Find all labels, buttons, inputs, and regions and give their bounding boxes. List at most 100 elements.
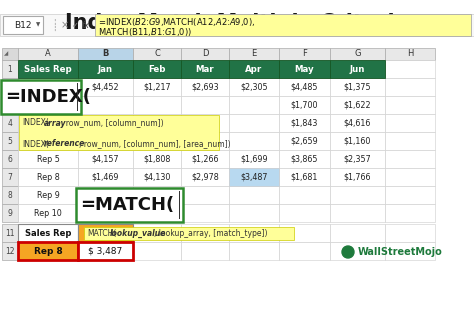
Text: B12: B12 bbox=[14, 20, 32, 30]
Bar bbox=[385, 186, 435, 204]
Bar bbox=[78, 224, 133, 242]
Bar bbox=[77, 83, 79, 111]
Text: Feb: Feb bbox=[148, 64, 166, 73]
Bar bbox=[181, 204, 229, 222]
Bar bbox=[229, 186, 279, 204]
Bar bbox=[279, 186, 330, 204]
Text: $1,469: $1,469 bbox=[92, 173, 119, 181]
Text: $1,622: $1,622 bbox=[344, 100, 371, 110]
Text: $2,693: $2,693 bbox=[191, 83, 219, 92]
Bar bbox=[385, 60, 435, 78]
Text: ✓: ✓ bbox=[72, 20, 79, 30]
Text: Rep 9: Rep 9 bbox=[36, 190, 59, 200]
Bar bbox=[133, 48, 181, 60]
Bar bbox=[330, 242, 385, 260]
Bar bbox=[18, 224, 78, 242]
Bar bbox=[2, 60, 18, 78]
Text: C: C bbox=[154, 49, 160, 58]
Bar bbox=[330, 132, 385, 150]
Text: array: array bbox=[44, 119, 66, 127]
Text: Rep 1: Rep 1 bbox=[36, 83, 59, 92]
Bar bbox=[3, 16, 43, 34]
Bar bbox=[18, 242, 78, 260]
Bar bbox=[133, 60, 181, 78]
Bar bbox=[18, 132, 78, 150]
Text: lookup_value: lookup_value bbox=[110, 229, 166, 238]
Text: =INDEX($B$2:$G$9,MATCH(A12,$A$2:$A$9,0),: =INDEX($B$2:$G$9,MATCH(A12,$A$2:$A$9,0), bbox=[98, 16, 255, 28]
Bar bbox=[78, 168, 133, 186]
Text: $1,375: $1,375 bbox=[344, 83, 371, 92]
Text: Sales Rep: Sales Rep bbox=[25, 228, 71, 238]
Text: ▼: ▼ bbox=[36, 22, 40, 28]
Bar bbox=[330, 96, 385, 114]
Bar bbox=[330, 150, 385, 168]
Text: H: H bbox=[407, 49, 413, 58]
Bar bbox=[18, 48, 78, 60]
Text: MATCH(B11,$B$1:$G$1,0)): MATCH(B11,$B$1:$G$1,0)) bbox=[98, 26, 192, 38]
Bar bbox=[18, 114, 78, 132]
Bar bbox=[2, 204, 18, 222]
Text: reference: reference bbox=[44, 139, 85, 149]
Bar bbox=[78, 114, 133, 132]
Text: $2,357: $2,357 bbox=[344, 154, 371, 163]
Bar bbox=[78, 242, 133, 260]
Text: G: G bbox=[354, 49, 361, 58]
Bar bbox=[0, 14, 474, 36]
Text: INDEX(: INDEX( bbox=[22, 119, 49, 127]
Bar bbox=[279, 204, 330, 222]
Text: $1,681: $1,681 bbox=[291, 173, 318, 181]
Text: $2,993: $2,993 bbox=[91, 209, 119, 217]
Text: fx: fx bbox=[81, 20, 89, 30]
Bar bbox=[18, 96, 78, 114]
Bar bbox=[385, 114, 435, 132]
Bar bbox=[133, 96, 181, 114]
Bar bbox=[279, 60, 330, 78]
Bar bbox=[78, 96, 133, 114]
Bar bbox=[78, 132, 133, 150]
FancyBboxPatch shape bbox=[1, 80, 81, 114]
Bar bbox=[330, 114, 385, 132]
Text: May: May bbox=[295, 64, 314, 73]
Bar bbox=[181, 242, 229, 260]
Text: , lookup_array, [match_type]): , lookup_array, [match_type]) bbox=[154, 229, 267, 238]
Text: 12: 12 bbox=[5, 246, 15, 255]
Bar bbox=[229, 168, 279, 186]
Bar bbox=[229, 204, 279, 222]
Bar bbox=[78, 204, 133, 222]
Bar bbox=[78, 186, 133, 204]
Text: =INDEX(: =INDEX( bbox=[5, 88, 91, 106]
Bar bbox=[2, 150, 18, 168]
Bar bbox=[385, 168, 435, 186]
Text: B: B bbox=[102, 49, 109, 58]
Bar bbox=[181, 150, 229, 168]
Text: 7: 7 bbox=[8, 173, 12, 181]
Bar bbox=[330, 204, 385, 222]
Bar bbox=[78, 48, 133, 60]
Bar bbox=[2, 96, 18, 114]
Text: MATCH(: MATCH( bbox=[87, 229, 117, 238]
Bar bbox=[229, 150, 279, 168]
Bar bbox=[229, 60, 279, 78]
Bar bbox=[330, 60, 385, 78]
Bar bbox=[181, 168, 229, 186]
Bar bbox=[78, 60, 133, 78]
Bar bbox=[279, 78, 330, 96]
Bar bbox=[181, 60, 229, 78]
Text: $4,452: $4,452 bbox=[91, 83, 119, 92]
Bar bbox=[133, 168, 181, 186]
Bar bbox=[2, 78, 18, 96]
Text: Sales Rep: Sales Rep bbox=[24, 64, 72, 73]
Bar bbox=[330, 186, 385, 204]
Bar bbox=[385, 96, 435, 114]
Text: Jun: Jun bbox=[350, 64, 365, 73]
Bar bbox=[330, 168, 385, 186]
Bar bbox=[18, 224, 78, 242]
Text: $ 3,487: $ 3,487 bbox=[88, 246, 123, 255]
Bar bbox=[279, 132, 330, 150]
Text: WallStreetMojo: WallStreetMojo bbox=[358, 247, 443, 257]
Text: ×: × bbox=[61, 20, 69, 30]
Bar bbox=[229, 60, 279, 78]
Text: $1,699: $1,699 bbox=[240, 154, 268, 163]
Bar bbox=[133, 132, 181, 150]
Text: 5: 5 bbox=[8, 136, 12, 146]
